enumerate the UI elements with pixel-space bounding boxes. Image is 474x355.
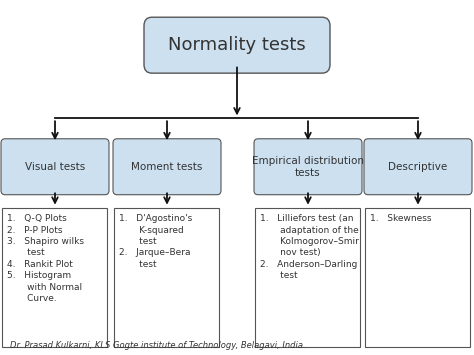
Text: 1.   D'Agostino's
       K-squared
       test
2.   Jarque–Bera
       test: 1. D'Agostino's K-squared test 2. Jarque… bbox=[119, 214, 193, 269]
Text: Visual tests: Visual tests bbox=[25, 162, 85, 172]
FancyBboxPatch shape bbox=[255, 208, 361, 348]
FancyBboxPatch shape bbox=[144, 17, 330, 73]
Text: Dr. Prasad Kulkarni, KLS Gogte institute of Technology, Belagavi, India.: Dr. Prasad Kulkarni, KLS Gogte institute… bbox=[10, 340, 306, 350]
Text: Moment tests: Moment tests bbox=[131, 162, 203, 172]
FancyBboxPatch shape bbox=[364, 139, 472, 195]
FancyBboxPatch shape bbox=[365, 208, 471, 348]
Text: 1.   Q-Q Plots
2.   P-P Plots
3.   Shapiro wilks
       test
4.   Rankit Plot
5.: 1. Q-Q Plots 2. P-P Plots 3. Shapiro wil… bbox=[8, 214, 84, 303]
FancyBboxPatch shape bbox=[115, 208, 219, 348]
FancyBboxPatch shape bbox=[1, 139, 109, 195]
Text: 1.   Skewness: 1. Skewness bbox=[371, 214, 432, 223]
FancyBboxPatch shape bbox=[2, 208, 108, 348]
Text: Empirical distribution
tests: Empirical distribution tests bbox=[252, 155, 364, 178]
Text: Normality tests: Normality tests bbox=[168, 36, 306, 54]
FancyBboxPatch shape bbox=[254, 139, 362, 195]
Text: 1.   Lilliefors test (an
       adaptation of the
       Kolmogorov–Smir
       : 1. Lilliefors test (an adaptation of the… bbox=[261, 214, 359, 280]
FancyBboxPatch shape bbox=[113, 139, 221, 195]
Text: Descriptive: Descriptive bbox=[388, 162, 447, 172]
